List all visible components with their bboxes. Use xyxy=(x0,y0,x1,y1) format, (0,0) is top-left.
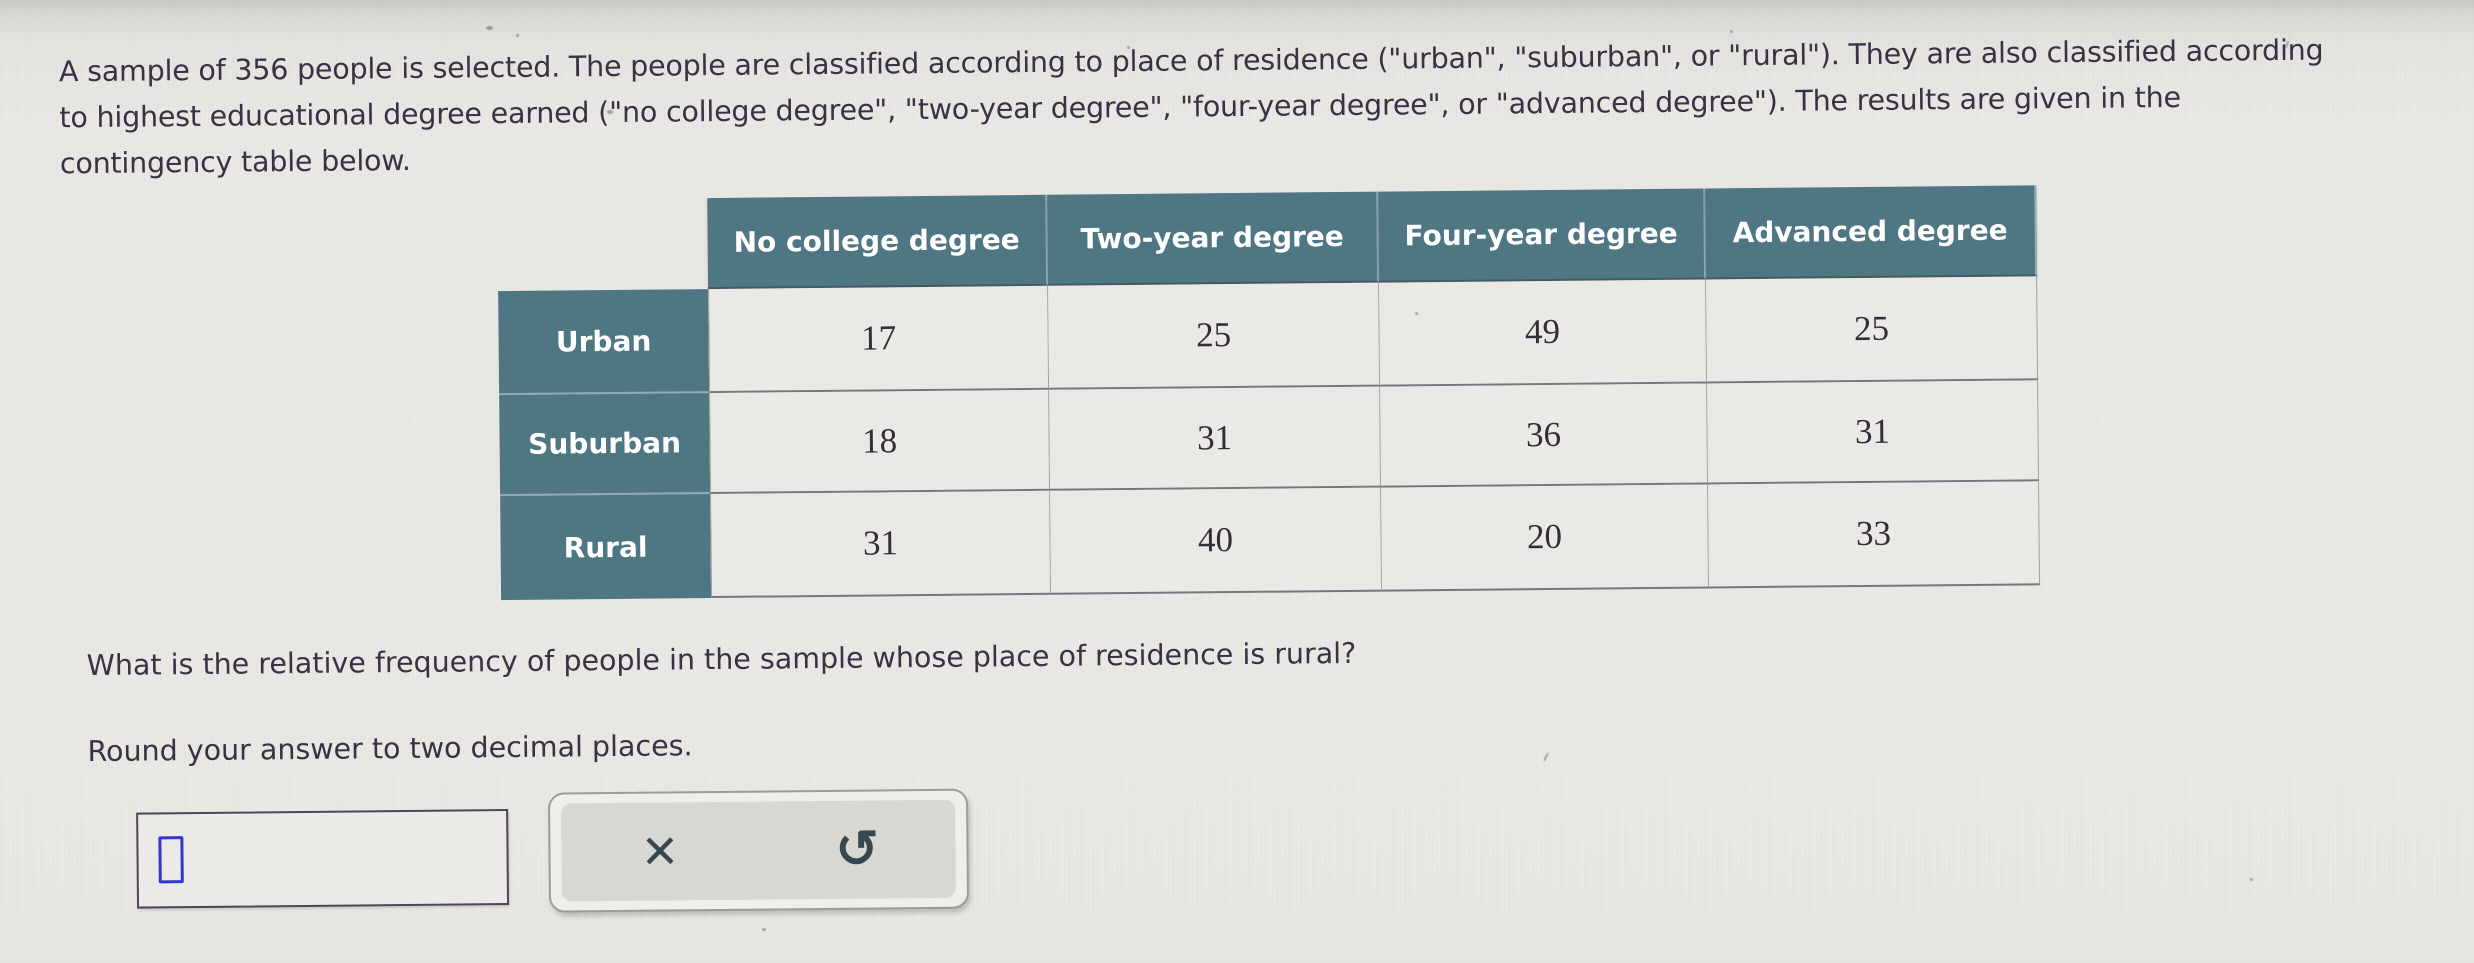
table-cell: 36 xyxy=(1380,383,1709,488)
table-cell: 40 xyxy=(1050,487,1383,595)
table-cell: 31 xyxy=(1049,386,1382,491)
undo-icon: ↺ xyxy=(834,820,880,879)
table-cell: 18 xyxy=(709,389,1051,495)
table-cell: 31 xyxy=(1707,380,2040,485)
clear-icon: ✕ xyxy=(640,825,680,878)
table-cell: 17 xyxy=(708,285,1050,394)
question-text: What is the relative frequency of people… xyxy=(86,636,1357,683)
row-header-rural: Rural xyxy=(500,494,712,601)
column-header-advanced-degree: Advanced degree xyxy=(1705,185,2038,280)
table-cell: 25 xyxy=(1706,276,2039,384)
row-header-suburban: Suburban xyxy=(499,393,711,497)
column-header-no-college-degree: No college degree xyxy=(707,194,1049,290)
table-cell: 49 xyxy=(1379,279,1708,387)
row-header-urban: Urban xyxy=(498,289,710,396)
instruction-text: Round your answer to two decimal places. xyxy=(87,729,693,769)
column-header-two-year-degree: Two-year degree xyxy=(1047,191,1380,286)
answer-input[interactable] xyxy=(136,809,510,909)
answer-toolbar: ✕ ↺ xyxy=(547,788,970,913)
undo-button[interactable]: ↺ xyxy=(758,800,956,900)
table-cell: 20 xyxy=(1381,484,1710,592)
problem-intro: A sample of 356 people is selected. The … xyxy=(59,28,2325,188)
contingency-table: No college degree Two-year degree Four-y… xyxy=(497,185,2041,601)
table-cell: 25 xyxy=(1048,282,1381,390)
clear-button[interactable]: ✕ xyxy=(561,802,759,902)
table-corner-cell xyxy=(497,198,708,291)
answer-toolbar-tray: ✕ ↺ xyxy=(561,799,956,902)
table-cell: 31 xyxy=(710,490,1052,599)
table-cell: 33 xyxy=(1708,481,2041,589)
column-header-four-year-degree: Four-year degree xyxy=(1378,188,1707,283)
